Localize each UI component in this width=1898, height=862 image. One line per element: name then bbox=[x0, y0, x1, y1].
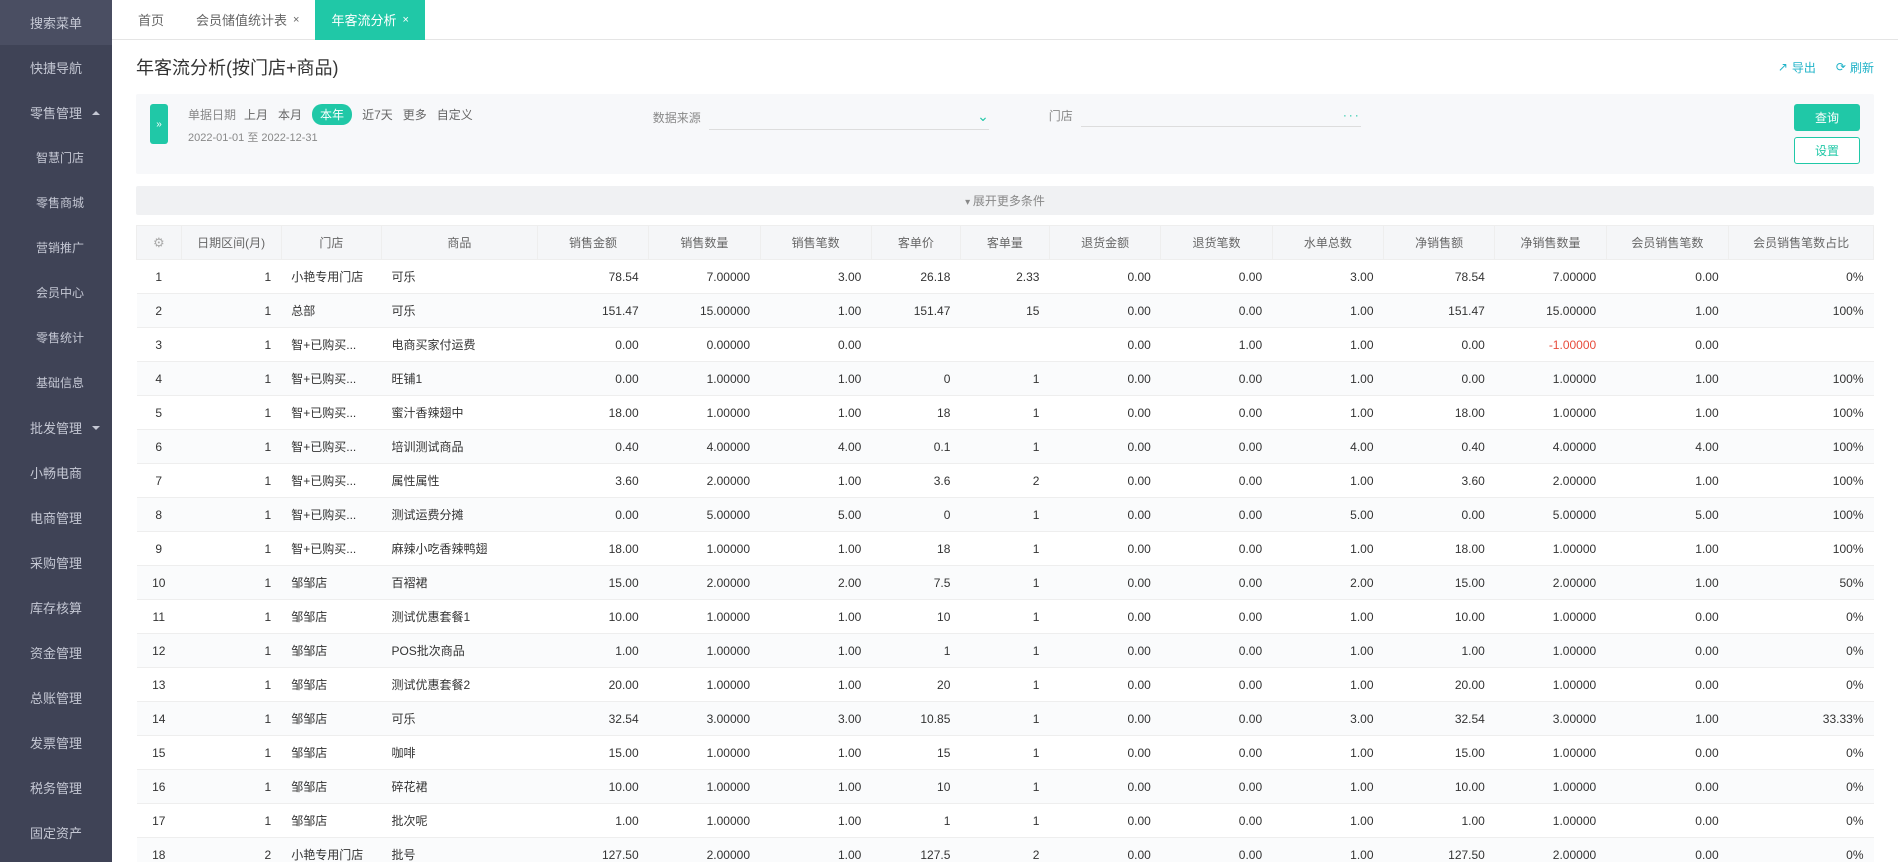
table-row[interactable]: 61智+已购买...培训测试商品0.404.000004.000.110.000… bbox=[137, 430, 1874, 464]
column-header[interactable]: 会员销售笔数 bbox=[1606, 226, 1728, 260]
sidebar-item[interactable]: 会员中心 bbox=[0, 270, 112, 315]
sidebar-item[interactable]: 电商管理 bbox=[0, 495, 112, 540]
sidebar-item[interactable]: 工资 bbox=[0, 855, 112, 862]
table-row[interactable]: 171邹邹店批次呢1.001.000001.00110.000.001.001.… bbox=[137, 804, 1874, 838]
page-title: 年客流分析(按门店+商品) bbox=[136, 54, 339, 80]
query-button[interactable]: 查询 bbox=[1794, 104, 1860, 131]
table-row[interactable]: 81智+已购买...测试运费分摊0.005.000005.00010.000.0… bbox=[137, 498, 1874, 532]
table-row[interactable]: 141邹邹店可乐32.543.000003.0010.8510.000.003.… bbox=[137, 702, 1874, 736]
store-select[interactable]: ··· bbox=[1081, 104, 1361, 127]
sidebar-item[interactable]: 批发管理 bbox=[0, 405, 112, 450]
column-header[interactable]: 净销售数量 bbox=[1495, 226, 1606, 260]
date-quick-option[interactable]: 本年 bbox=[312, 104, 352, 125]
date-quick-option[interactable]: 自定义 bbox=[437, 106, 473, 123]
table-row[interactable]: 11小艳专用门店可乐78.547.000003.0026.182.330.000… bbox=[137, 260, 1874, 294]
column-header[interactable]: 退货笔数 bbox=[1161, 226, 1272, 260]
data-source-label: 数据来源 bbox=[653, 109, 701, 126]
sidebar-item[interactable]: 小畅电商 bbox=[0, 450, 112, 495]
table-row[interactable]: 131邹邹店测试优惠套餐220.001.000001.002010.000.00… bbox=[137, 668, 1874, 702]
table-row[interactable]: 161邹邹店碎花裙10.001.000001.001010.000.001.00… bbox=[137, 770, 1874, 804]
column-header[interactable]: 销售笔数 bbox=[760, 226, 871, 260]
table-row[interactable]: 101邹邹店百褶裙15.002.000002.007.510.000.002.0… bbox=[137, 566, 1874, 600]
column-header[interactable]: 客单价 bbox=[871, 226, 960, 260]
table-row[interactable]: 182小艳专用门店批号127.502.000001.00127.520.000.… bbox=[137, 838, 1874, 862]
chevron-down-icon: ⌄ bbox=[977, 108, 989, 125]
column-header[interactable]: 商品 bbox=[381, 226, 537, 260]
more-icon: ··· bbox=[1343, 108, 1361, 122]
export-button[interactable]: ↗导出 bbox=[1778, 59, 1816, 76]
store-label: 门店 bbox=[1049, 107, 1073, 124]
data-source-select[interactable]: ⌄ bbox=[709, 104, 989, 130]
sidebar-item[interactable]: 基础信息 bbox=[0, 360, 112, 405]
sidebar-item[interactable]: 营销推广 bbox=[0, 225, 112, 270]
data-table-wrap[interactable]: ⚙ 日期区间(月)门店商品销售金额销售数量销售笔数客单价客单量退货金额退货笔数水单… bbox=[136, 225, 1874, 862]
table-row[interactable]: 121邹邹店POS批次商品1.001.000001.00110.000.001.… bbox=[137, 634, 1874, 668]
column-header[interactable]: 销售数量 bbox=[649, 226, 760, 260]
expand-more-conditions[interactable]: 展开更多条件 bbox=[136, 186, 1874, 215]
table-row[interactable]: 71智+已购买...属性属性3.602.000001.003.620.000.0… bbox=[137, 464, 1874, 498]
date-quick-option[interactable]: 更多 bbox=[403, 106, 427, 123]
sidebar-item[interactable]: 采购管理 bbox=[0, 540, 112, 585]
sidebar-item[interactable]: 固定资产 bbox=[0, 810, 112, 855]
close-icon[interactable]: × bbox=[402, 14, 408, 26]
sidebar-item[interactable]: 发票管理 bbox=[0, 720, 112, 765]
sidebar-item[interactable]: 搜索菜单 bbox=[0, 0, 112, 45]
column-header[interactable]: 门店 bbox=[281, 226, 381, 260]
sidebar-item[interactable]: 智慧门店 bbox=[0, 135, 112, 180]
date-quick-option[interactable]: 上月 bbox=[244, 106, 268, 123]
tab[interactable]: 会员储值统计表× bbox=[180, 0, 315, 40]
column-header[interactable]: 客单量 bbox=[960, 226, 1049, 260]
sidebar-item[interactable]: 零售商城 bbox=[0, 180, 112, 225]
sidebar-item[interactable]: 库存核算 bbox=[0, 585, 112, 630]
column-header[interactable]: 水单总数 bbox=[1272, 226, 1383, 260]
sidebar-item[interactable]: 零售管理 bbox=[0, 90, 112, 135]
table-row[interactable]: 91智+已购买...麻辣小吃香辣鸭翅18.001.000001.001810.0… bbox=[137, 532, 1874, 566]
data-table: ⚙ 日期区间(月)门店商品销售金额销售数量销售笔数客单价客单量退货金额退货笔数水单… bbox=[136, 225, 1874, 862]
tab[interactable]: 首页 bbox=[122, 0, 180, 40]
sidebar: 搜索菜单快捷导航零售管理智慧门店零售商城营销推广会员中心零售统计基础信息批发管理… bbox=[0, 0, 112, 862]
column-header[interactable]: 会员销售笔数占比 bbox=[1729, 226, 1874, 260]
sidebar-item[interactable]: 税务管理 bbox=[0, 765, 112, 810]
date-range-value: 2022-01-01 至 2022-12-31 bbox=[188, 129, 473, 145]
table-row[interactable]: 151邹邹店咖啡15.001.000001.001510.000.001.001… bbox=[137, 736, 1874, 770]
gear-icon[interactable]: ⚙ bbox=[153, 235, 165, 250]
table-row[interactable]: 31智+已购买...电商买家付运费0.000.000000.000.001.00… bbox=[137, 328, 1874, 362]
close-icon[interactable]: × bbox=[293, 14, 299, 26]
collapse-filter-toggle[interactable]: » bbox=[150, 104, 168, 144]
refresh-icon: ⟳ bbox=[1836, 60, 1846, 74]
sidebar-item[interactable]: 快捷导航 bbox=[0, 45, 112, 90]
setting-button[interactable]: 设置 bbox=[1794, 137, 1860, 164]
sidebar-item[interactable]: 资金管理 bbox=[0, 630, 112, 675]
column-header[interactable]: 退货金额 bbox=[1049, 226, 1160, 260]
tabs-bar: 首页会员储值统计表×年客流分析× bbox=[112, 0, 1898, 40]
filter-bar: » 单据日期 上月本月本年近7天更多自定义 2022-01-01 至 2022-… bbox=[136, 94, 1874, 174]
table-row[interactable]: 41智+已购买...旺铺10.001.000001.00010.000.001.… bbox=[137, 362, 1874, 396]
table-row[interactable]: 21总部可乐151.4715.000001.00151.47150.000.00… bbox=[137, 294, 1874, 328]
table-row[interactable]: 51智+已购买...蜜汁香辣翅中18.001.000001.001810.000… bbox=[137, 396, 1874, 430]
column-header[interactable]: 销售金额 bbox=[537, 226, 648, 260]
refresh-button[interactable]: ⟳刷新 bbox=[1836, 59, 1874, 76]
sidebar-item[interactable]: 零售统计 bbox=[0, 315, 112, 360]
date-quick-picker: 上月本月本年近7天更多自定义 bbox=[244, 104, 473, 125]
date-quick-option[interactable]: 近7天 bbox=[362, 106, 393, 123]
table-row[interactable]: 111邹邹店测试优惠套餐110.001.000001.001010.000.00… bbox=[137, 600, 1874, 634]
export-icon: ↗ bbox=[1778, 60, 1788, 74]
column-header[interactable]: 日期区间(月) bbox=[181, 226, 281, 260]
date-label: 单据日期 bbox=[188, 106, 236, 123]
tab[interactable]: 年客流分析× bbox=[315, 0, 424, 40]
date-quick-option[interactable]: 本月 bbox=[278, 106, 302, 123]
column-header[interactable]: 净销售额 bbox=[1384, 226, 1495, 260]
sidebar-item[interactable]: 总账管理 bbox=[0, 675, 112, 720]
